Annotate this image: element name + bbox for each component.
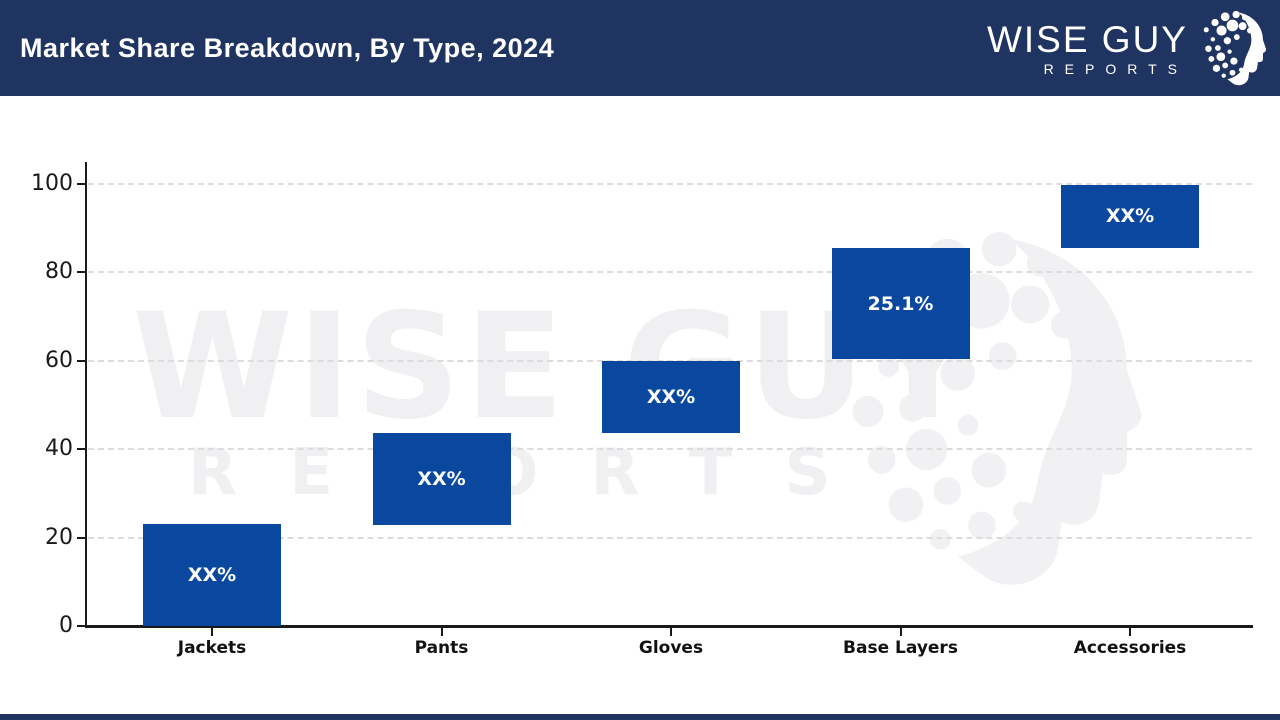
gridline-20 [88,536,1252,539]
x-tick-label-2: Gloves [638,638,704,658]
y-tick-label-20: 20 [45,524,73,550]
x-tick-label-4: Accessories [1073,638,1187,658]
x-axis-line [85,625,1253,628]
x-tick-1 [440,628,443,636]
wise-guy-logo: WISE GUY REPORTS [987,0,1268,96]
x-tick-2 [670,628,672,636]
bar-jackets [143,523,281,626]
gridline-40 [88,448,1252,451]
header-bar: Market Share Breakdown, By Type, 2024 WI… [0,0,1280,96]
footer-strip [0,714,1280,720]
bar-base-layers [831,248,970,360]
y-tick-label-0: 0 [59,613,73,638]
x-tick-label-0: Jackets [177,638,247,658]
y-tick-80 [77,271,85,274]
y-tick-100 [77,183,85,185]
x-tick-4 [1129,628,1131,636]
x-tick-3 [899,628,902,636]
bar-value-label: XX% [646,385,696,408]
chart-title: Market Share Breakdown, By Type, 2024 [20,32,555,63]
bar-value-label: 25.1% [867,292,934,315]
bar-value-label: XX% [417,467,466,490]
x-tick-label-3: Base Layers [843,638,958,658]
y-tick-label-80: 80 [45,259,73,285]
y-tick-label-100: 100 [31,171,73,196]
y-tick-0 [77,625,85,627]
bar-value-label: XX% [1105,205,1155,228]
y-tick-60 [77,359,85,362]
y-axis-line [85,162,87,628]
x-tick-label-1: Pants [414,638,469,658]
x-tick-0 [211,628,213,636]
logo-head-icon [1194,8,1268,88]
logo-text: WISE GUY REPORTS [987,21,1188,76]
bar-pants [372,432,511,525]
y-tick-20 [77,536,85,539]
y-tick-label-60: 60 [45,347,73,373]
y-tick-label-40: 40 [45,436,73,462]
logo-reports-label: REPORTS [1043,60,1188,77]
y-tick-40 [77,448,85,451]
bar-gloves [602,360,740,433]
gridline-80 [88,271,1252,274]
bar-value-label: XX% [187,563,237,586]
bar-accessories [1061,184,1199,249]
logo-wiseguy-label: WISE GUY [986,18,1188,60]
gridline-100 [88,183,1252,185]
